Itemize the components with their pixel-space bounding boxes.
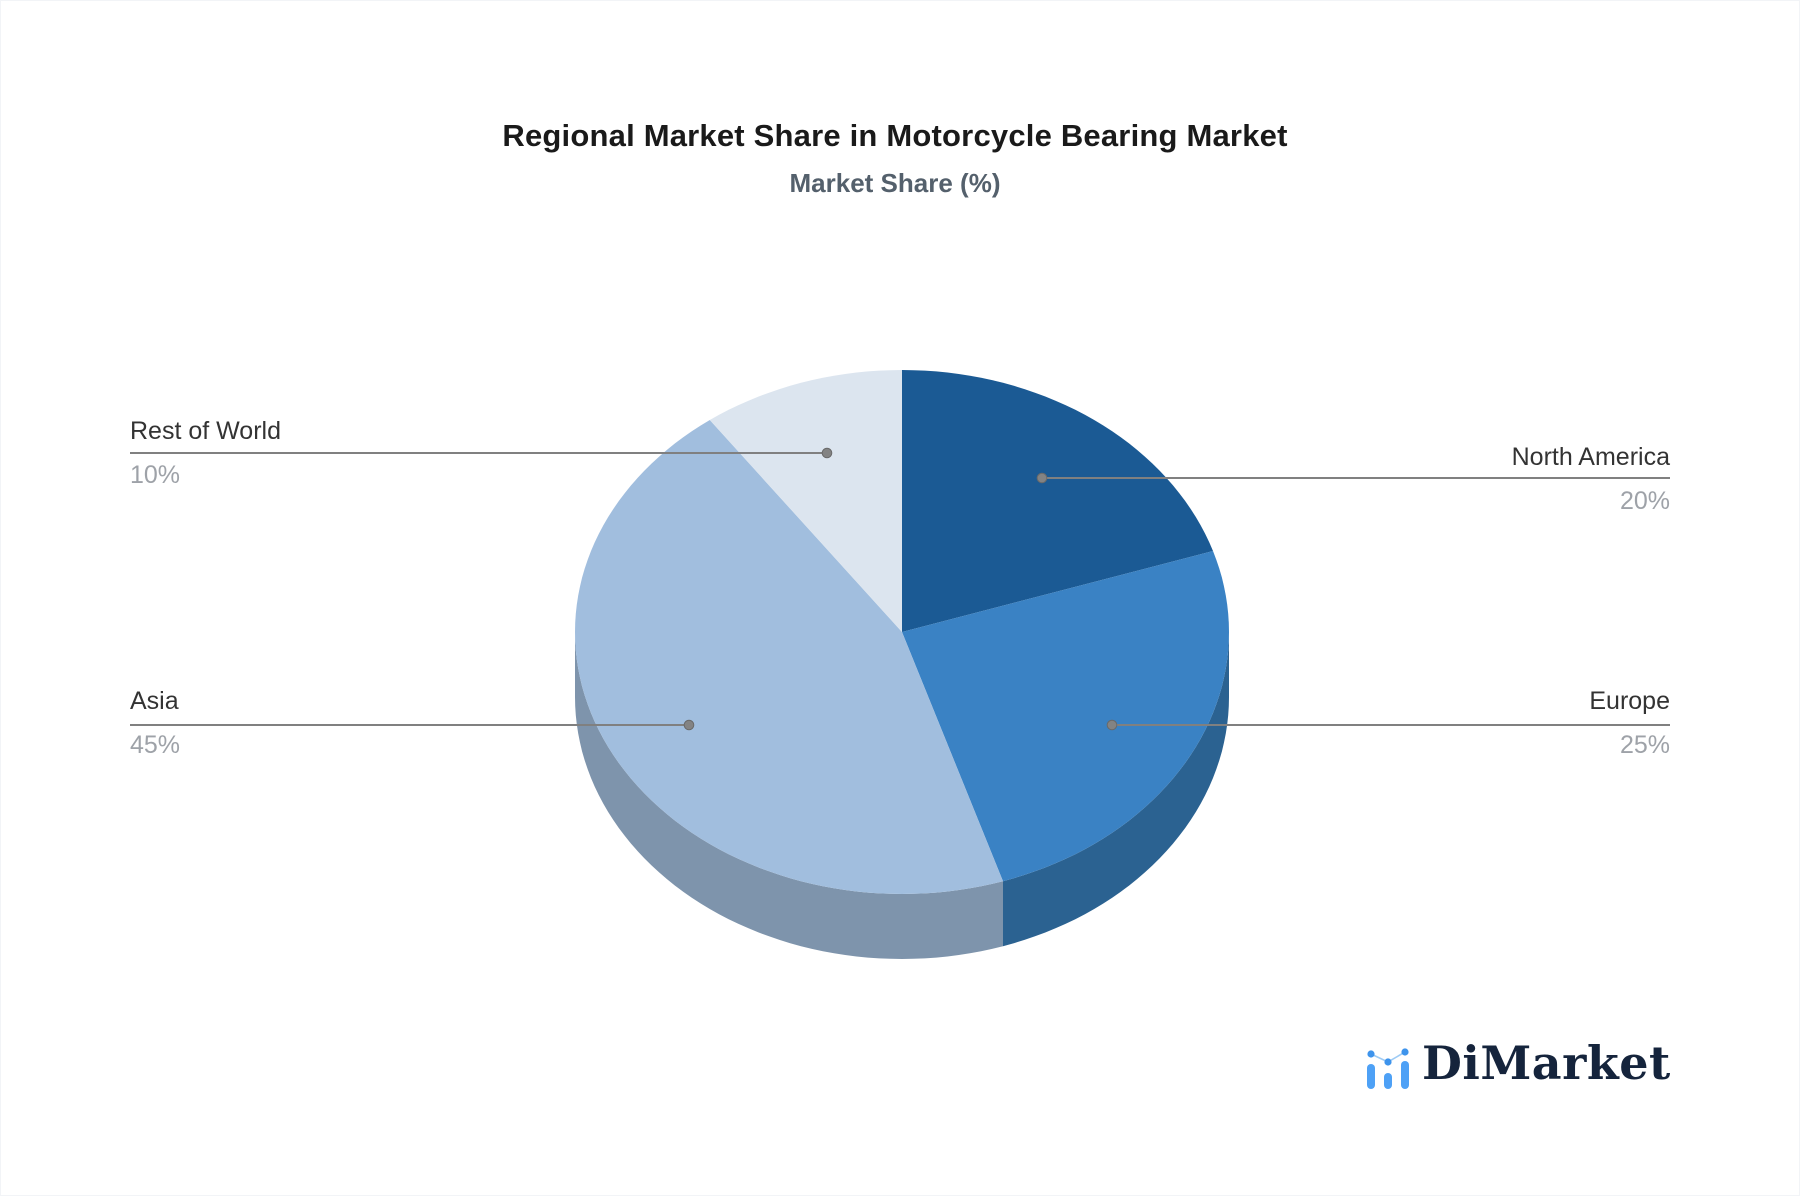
- pie-slice-rest-of-world: [709, 370, 902, 632]
- callout-label: Asia: [130, 687, 179, 715]
- chart-subtitle: Market Share (%): [789, 168, 1001, 198]
- callout-rest-of-world: Rest of World 10%: [130, 417, 690, 489]
- callout-label: Rest of World: [130, 417, 281, 445]
- brand-logo: DiMarket: [1362, 1036, 1671, 1094]
- callout-label: North America: [1511, 443, 1670, 471]
- pie-side-asia: [575, 632, 1003, 959]
- pie-slice-asia: [575, 420, 1003, 894]
- callout-value: 45%: [130, 731, 181, 759]
- callout-value: 10%: [130, 461, 181, 489]
- callout-value: 20%: [1619, 487, 1670, 515]
- leader-dot-north-america: [1036, 472, 1048, 484]
- chart-title: Regional Market Share in Motorcycle Bear…: [502, 118, 1288, 153]
- leader-dot-asia: [683, 719, 695, 731]
- callout-asia: Asia 45%: [130, 687, 690, 759]
- pie-side-europe: [1003, 632, 1229, 947]
- leader-dot-europe: [1106, 719, 1118, 731]
- leader-dot-rest-of-world: [821, 447, 833, 459]
- callout-value: 25%: [1619, 731, 1670, 759]
- brand-name: DiMarket: [1422, 1036, 1671, 1090]
- callout-north-america: North America 20%: [1110, 443, 1670, 515]
- callout-europe: Europe 25%: [1110, 687, 1670, 759]
- pie-slice-europe: [902, 551, 1229, 882]
- callout-label: Europe: [1589, 687, 1670, 715]
- bar-line-chart-icon: [1367, 1048, 1409, 1089]
- pie-slice-north-america: [902, 370, 1213, 632]
